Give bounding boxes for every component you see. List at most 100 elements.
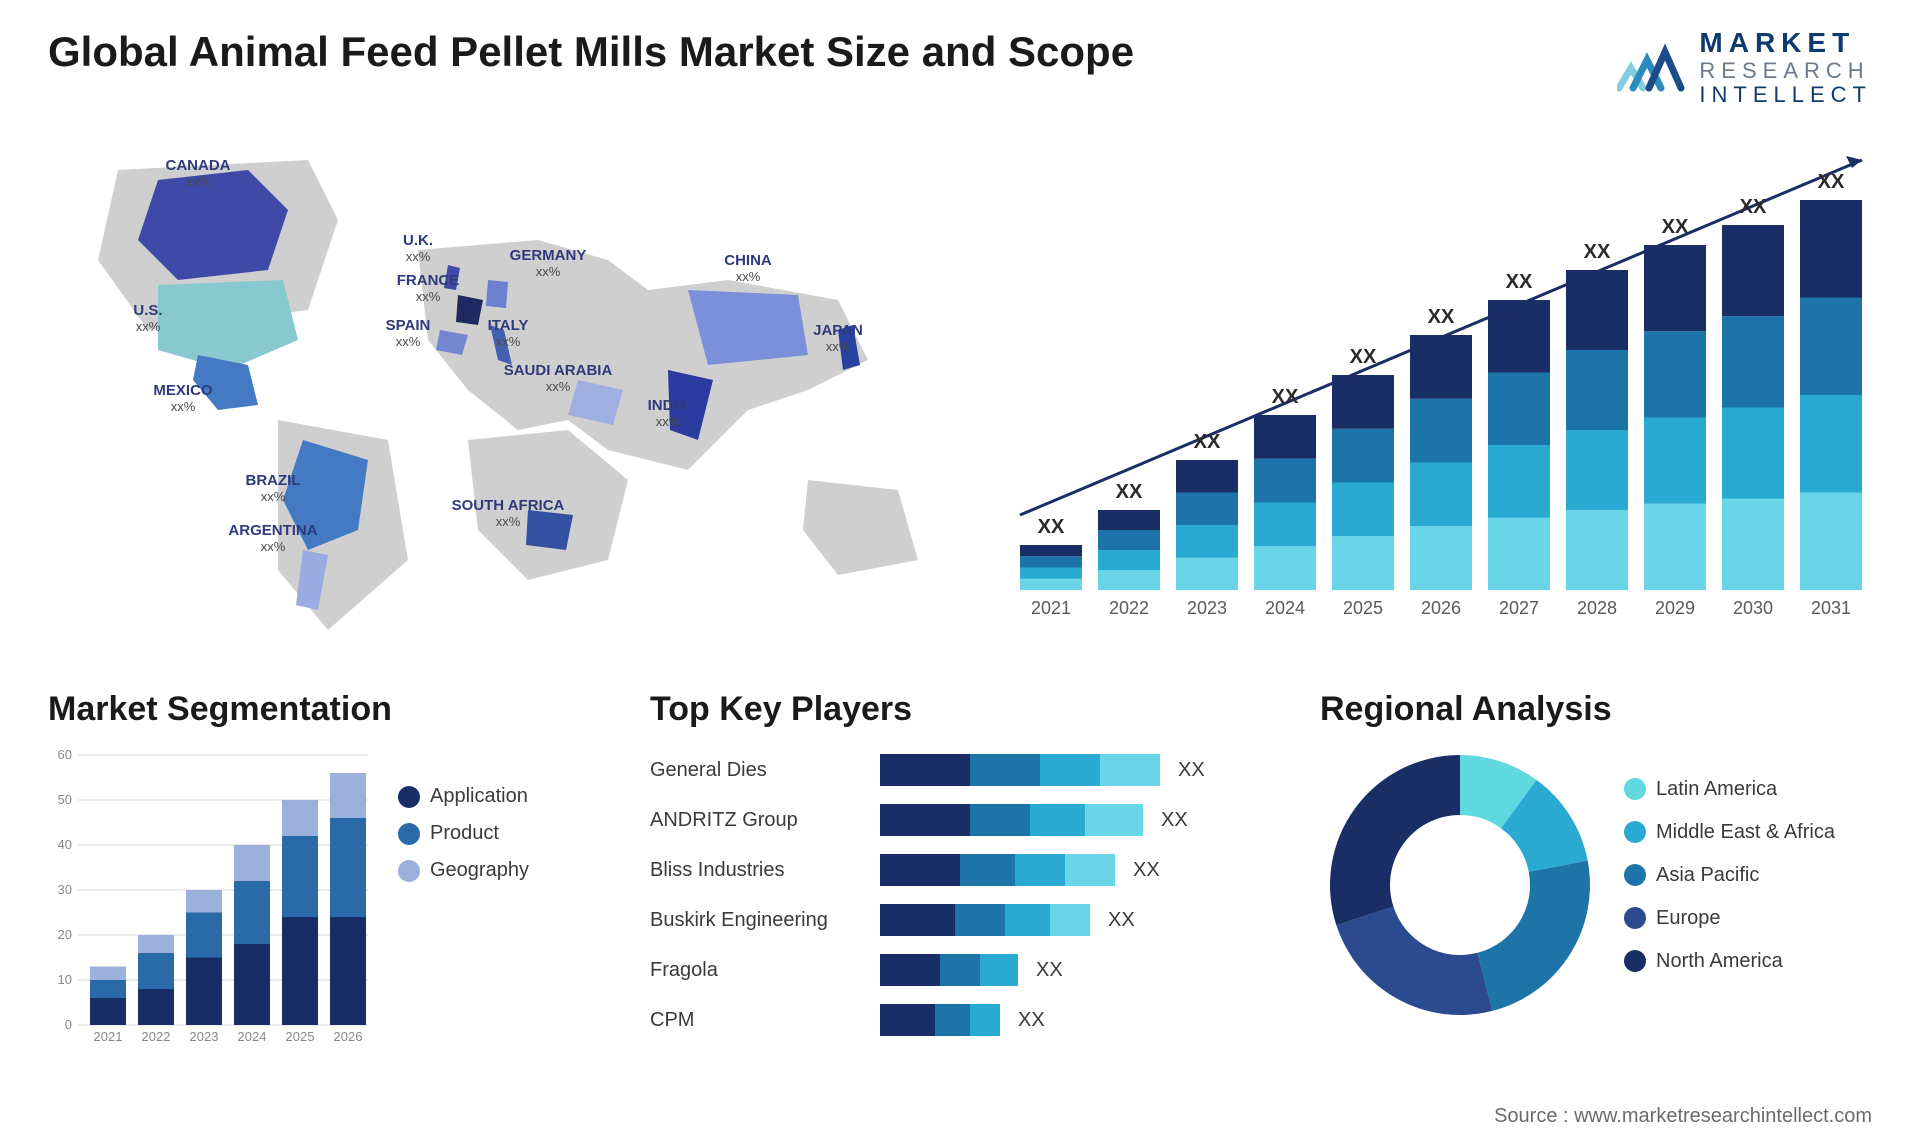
svg-text:SAUDI ARABIA: SAUDI ARABIA [504,362,613,379]
brand-logo: MARKET RESEARCH INTELLECT [1617,28,1872,107]
player-bar-segment [940,954,980,986]
world-map: CANADAxx%U.S.xx%MEXICOxx%BRAZILxx%ARGENT… [48,130,928,650]
segmentation-legend: ApplicationProductGeography [398,745,608,1055]
regional-title: Regional Analysis [1320,690,1880,729]
logo-text: MARKET RESEARCH INTELLECT [1699,28,1872,107]
svg-text:xx%: xx% [171,399,196,414]
player-row: XX [880,901,1290,939]
svg-text:2025: 2025 [286,1029,315,1044]
logo-line1: MARKET [1699,28,1872,59]
players-title: Top Key Players [650,690,1290,729]
player-value: XX [1161,809,1188,832]
legend-item: Middle East & Africa [1624,821,1880,844]
player-bar [880,904,1090,936]
player-row: XX [880,951,1290,989]
page-title: Global Animal Feed Pellet Mills Market S… [48,28,1134,76]
player-bar-segment [880,1004,935,1036]
svg-text:xx%: xx% [136,319,161,334]
regional-panel: Regional Analysis Latin AmericaMiddle Ea… [1320,690,1880,1060]
legend-dot [398,786,420,808]
svg-text:xx%: xx% [656,414,681,429]
svg-text:2023: 2023 [1187,598,1227,618]
svg-text:MEXICO: MEXICO [153,382,213,399]
svg-text:2021: 2021 [94,1029,123,1044]
svg-text:XX: XX [1038,516,1065,538]
svg-text:2023: 2023 [190,1029,219,1044]
player-bar-segment [1030,804,1085,836]
legend-dot [1624,821,1646,843]
svg-text:INDIA: INDIA [648,397,689,414]
svg-text:SPAIN: SPAIN [386,317,431,334]
legend-item: Product [398,822,608,845]
svg-text:U.K.: U.K. [403,232,433,249]
segmentation-title: Market Segmentation [48,690,608,729]
svg-text:20: 20 [58,927,72,942]
svg-text:GERMANY: GERMANY [510,247,587,264]
growth-chart-panel: 2021XX2022XX2023XX2024XX2025XX2026XX2027… [1000,130,1870,650]
player-bar-segment [1050,904,1090,936]
svg-text:2026: 2026 [334,1029,363,1044]
svg-text:ARGENTINA: ARGENTINA [228,522,317,539]
segmentation-chart: 0102030405060202120222023202420252026 [48,745,378,1055]
legend-item: North America [1624,950,1880,973]
player-value: XX [1036,959,1063,982]
player-bar [880,954,1018,986]
player-bar-segment [970,754,1040,786]
player-label: CPM [650,1001,880,1039]
player-bar-segment [1085,804,1143,836]
legend-label: Middle East & Africa [1656,821,1835,844]
legend-dot [1624,864,1646,886]
svg-text:2031: 2031 [1811,598,1851,618]
svg-text:30: 30 [58,882,72,897]
player-row: XX [880,1001,1290,1039]
svg-text:XX: XX [1350,346,1377,368]
legend-item: Europe [1624,907,1880,930]
segmentation-body: 0102030405060202120222023202420252026 Ap… [48,745,608,1055]
player-bar [880,1004,1000,1036]
svg-text:10: 10 [58,972,72,987]
logo-line3: INTELLECT [1699,83,1872,107]
player-bar-segment [880,904,955,936]
svg-text:xx%: xx% [261,539,286,554]
svg-text:SOUTH AFRICA: SOUTH AFRICA [452,497,565,514]
svg-text:xx%: xx% [406,249,431,264]
player-bar-segment [970,1004,1000,1036]
player-bar-segment [880,754,970,786]
players-body: General DiesANDRITZ GroupBliss Industrie… [650,745,1290,1039]
svg-text:2024: 2024 [1265,598,1305,618]
title-bar: Global Animal Feed Pellet Mills Market S… [48,28,1872,107]
svg-text:XX: XX [1116,481,1143,503]
svg-text:BRAZIL: BRAZIL [246,472,301,489]
player-value: XX [1133,859,1160,882]
svg-text:xx%: xx% [261,489,286,504]
svg-text:XX: XX [1584,241,1611,263]
svg-text:xx%: xx% [496,514,521,529]
svg-text:2024: 2024 [238,1029,267,1044]
player-bar-segment [1065,854,1115,886]
player-bar-segment [970,804,1030,836]
svg-text:JAPAN: JAPAN [813,322,863,339]
player-value: XX [1108,909,1135,932]
player-bar [880,754,1160,786]
svg-text:xx%: xx% [546,379,571,394]
legend-dot [398,860,420,882]
player-value: XX [1018,1009,1045,1032]
svg-text:CANADA: CANADA [166,157,231,174]
svg-text:2029: 2029 [1655,598,1695,618]
legend-dot [398,823,420,845]
svg-text:2021: 2021 [1031,598,1071,618]
player-bar-segment [935,1004,970,1036]
player-label: Bliss Industries [650,851,880,889]
svg-text:xx%: xx% [496,334,521,349]
svg-text:CHINA: CHINA [724,252,772,269]
regional-body: Latin AmericaMiddle East & AfricaAsia Pa… [1320,745,1880,1025]
segmentation-panel: Market Segmentation 01020304050602021202… [48,690,608,1060]
player-value: XX [1178,759,1205,782]
player-bar-segment [1100,754,1160,786]
svg-text:XX: XX [1818,171,1845,193]
player-label: Buskirk Engineering [650,901,880,939]
svg-text:XX: XX [1662,216,1689,238]
legend-item: Application [398,785,608,808]
svg-text:xx%: xx% [186,174,211,189]
player-bars: XX XX XX XX XX XX [880,745,1290,1039]
